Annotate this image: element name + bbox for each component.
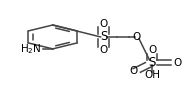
Text: O: O: [129, 66, 137, 76]
Text: O: O: [100, 45, 108, 55]
Text: H$_2$N: H$_2$N: [20, 42, 42, 56]
Text: O: O: [100, 18, 108, 29]
Text: OH: OH: [144, 70, 160, 80]
Text: O: O: [173, 58, 182, 68]
Text: S: S: [100, 30, 108, 43]
Text: O: O: [133, 32, 141, 42]
Text: O: O: [148, 45, 156, 55]
Text: S: S: [148, 56, 156, 69]
